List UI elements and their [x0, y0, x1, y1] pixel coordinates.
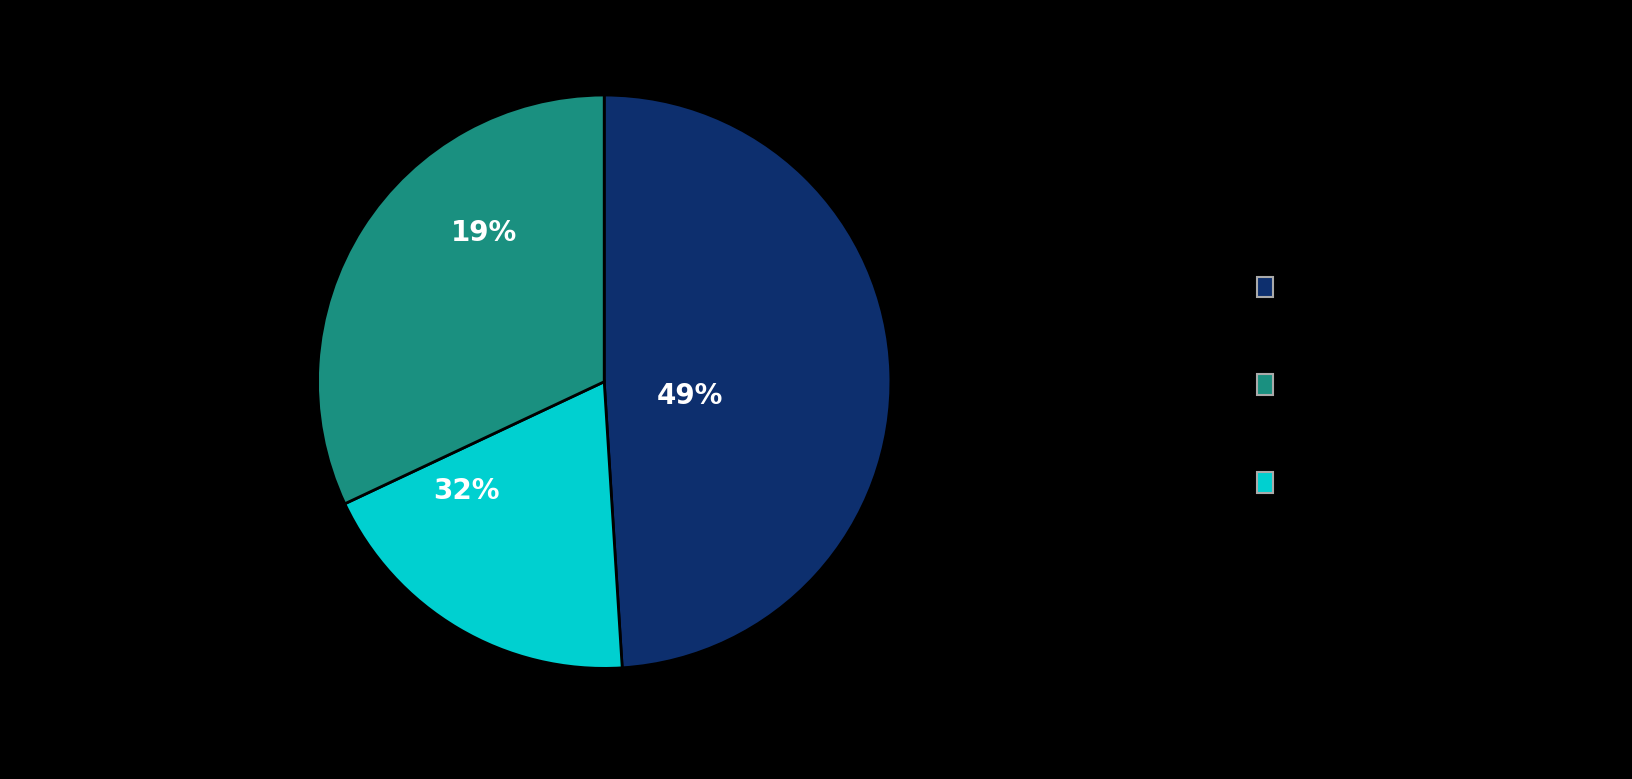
Text: 49%: 49%	[656, 382, 723, 410]
FancyBboxPatch shape	[1257, 277, 1273, 298]
Text: 32%: 32%	[432, 477, 499, 505]
FancyBboxPatch shape	[1257, 375, 1273, 395]
FancyBboxPatch shape	[1257, 472, 1273, 493]
Wedge shape	[344, 382, 622, 668]
Text: 19%: 19%	[450, 219, 517, 247]
Wedge shape	[604, 95, 891, 668]
Wedge shape	[317, 95, 604, 504]
